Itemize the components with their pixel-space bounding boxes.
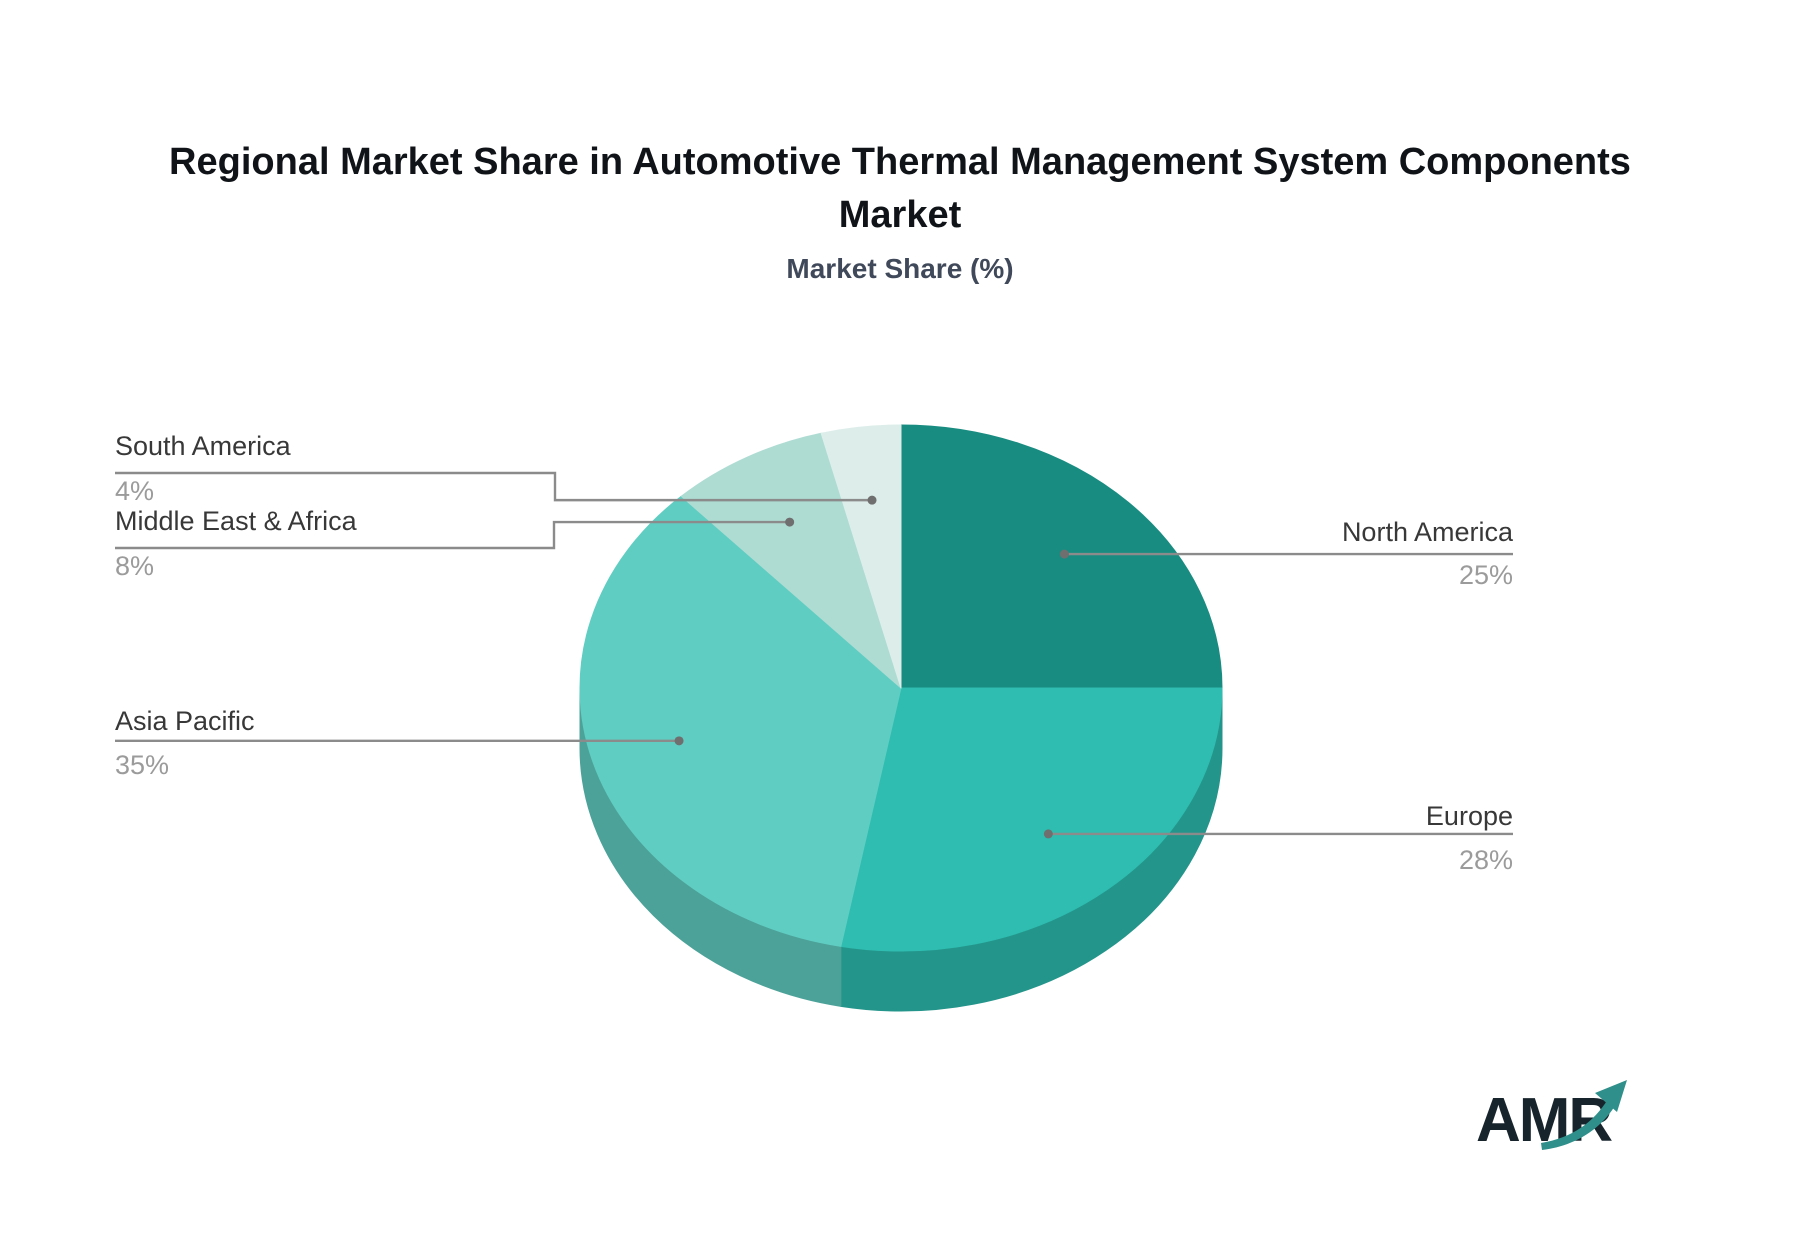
amr-logo-arrow-icon bbox=[1541, 1080, 1627, 1150]
slice-label-europe: Europe bbox=[1425, 801, 1513, 831]
leader-line-south-america bbox=[115, 471, 873, 502]
chart-title-line2: Market bbox=[838, 194, 962, 236]
slice-label-middle-east-africa: Middle East & Africa bbox=[115, 506, 357, 536]
slice-value-south-america: 4% bbox=[115, 476, 155, 506]
leader-dot-south-america bbox=[867, 495, 877, 505]
pie-slice-europe[interactable] bbox=[840, 687, 1223, 952]
amr-logo: AMR bbox=[1476, 1080, 1676, 1180]
slice-value-middle-east-africa: 8% bbox=[115, 551, 155, 581]
pie-slice-south-america[interactable] bbox=[820, 424, 902, 689]
slice-label-asia-pacific: Asia Pacific bbox=[115, 706, 255, 736]
leader-dot-middle-east-africa bbox=[785, 517, 795, 527]
leader-line-middle-east-africa bbox=[115, 520, 790, 550]
leader-dot-asia-pacific bbox=[674, 736, 684, 746]
slice-label-south-america: South America bbox=[115, 431, 291, 461]
chart-title-line1: Regional Market Share in Automotive Ther… bbox=[169, 141, 1631, 183]
slice-value-asia-pacific: 35% bbox=[115, 750, 170, 780]
chart-header: Regional Market Share in Automotive Ther… bbox=[0, 136, 1800, 289]
leader-dot-europe bbox=[1043, 829, 1053, 839]
slice-value-north-america: 25% bbox=[1458, 560, 1513, 590]
pie-slice-middle-east-africa[interactable] bbox=[680, 432, 902, 689]
slice-value-europe: 28% bbox=[1458, 845, 1513, 875]
chart-subtitle: Market Share (%) bbox=[786, 253, 1014, 284]
pie-slice-asia-pacific[interactable] bbox=[579, 495, 902, 947]
slice-label-north-america: North America bbox=[1341, 517, 1513, 547]
leader-dot-north-america bbox=[1059, 549, 1069, 559]
